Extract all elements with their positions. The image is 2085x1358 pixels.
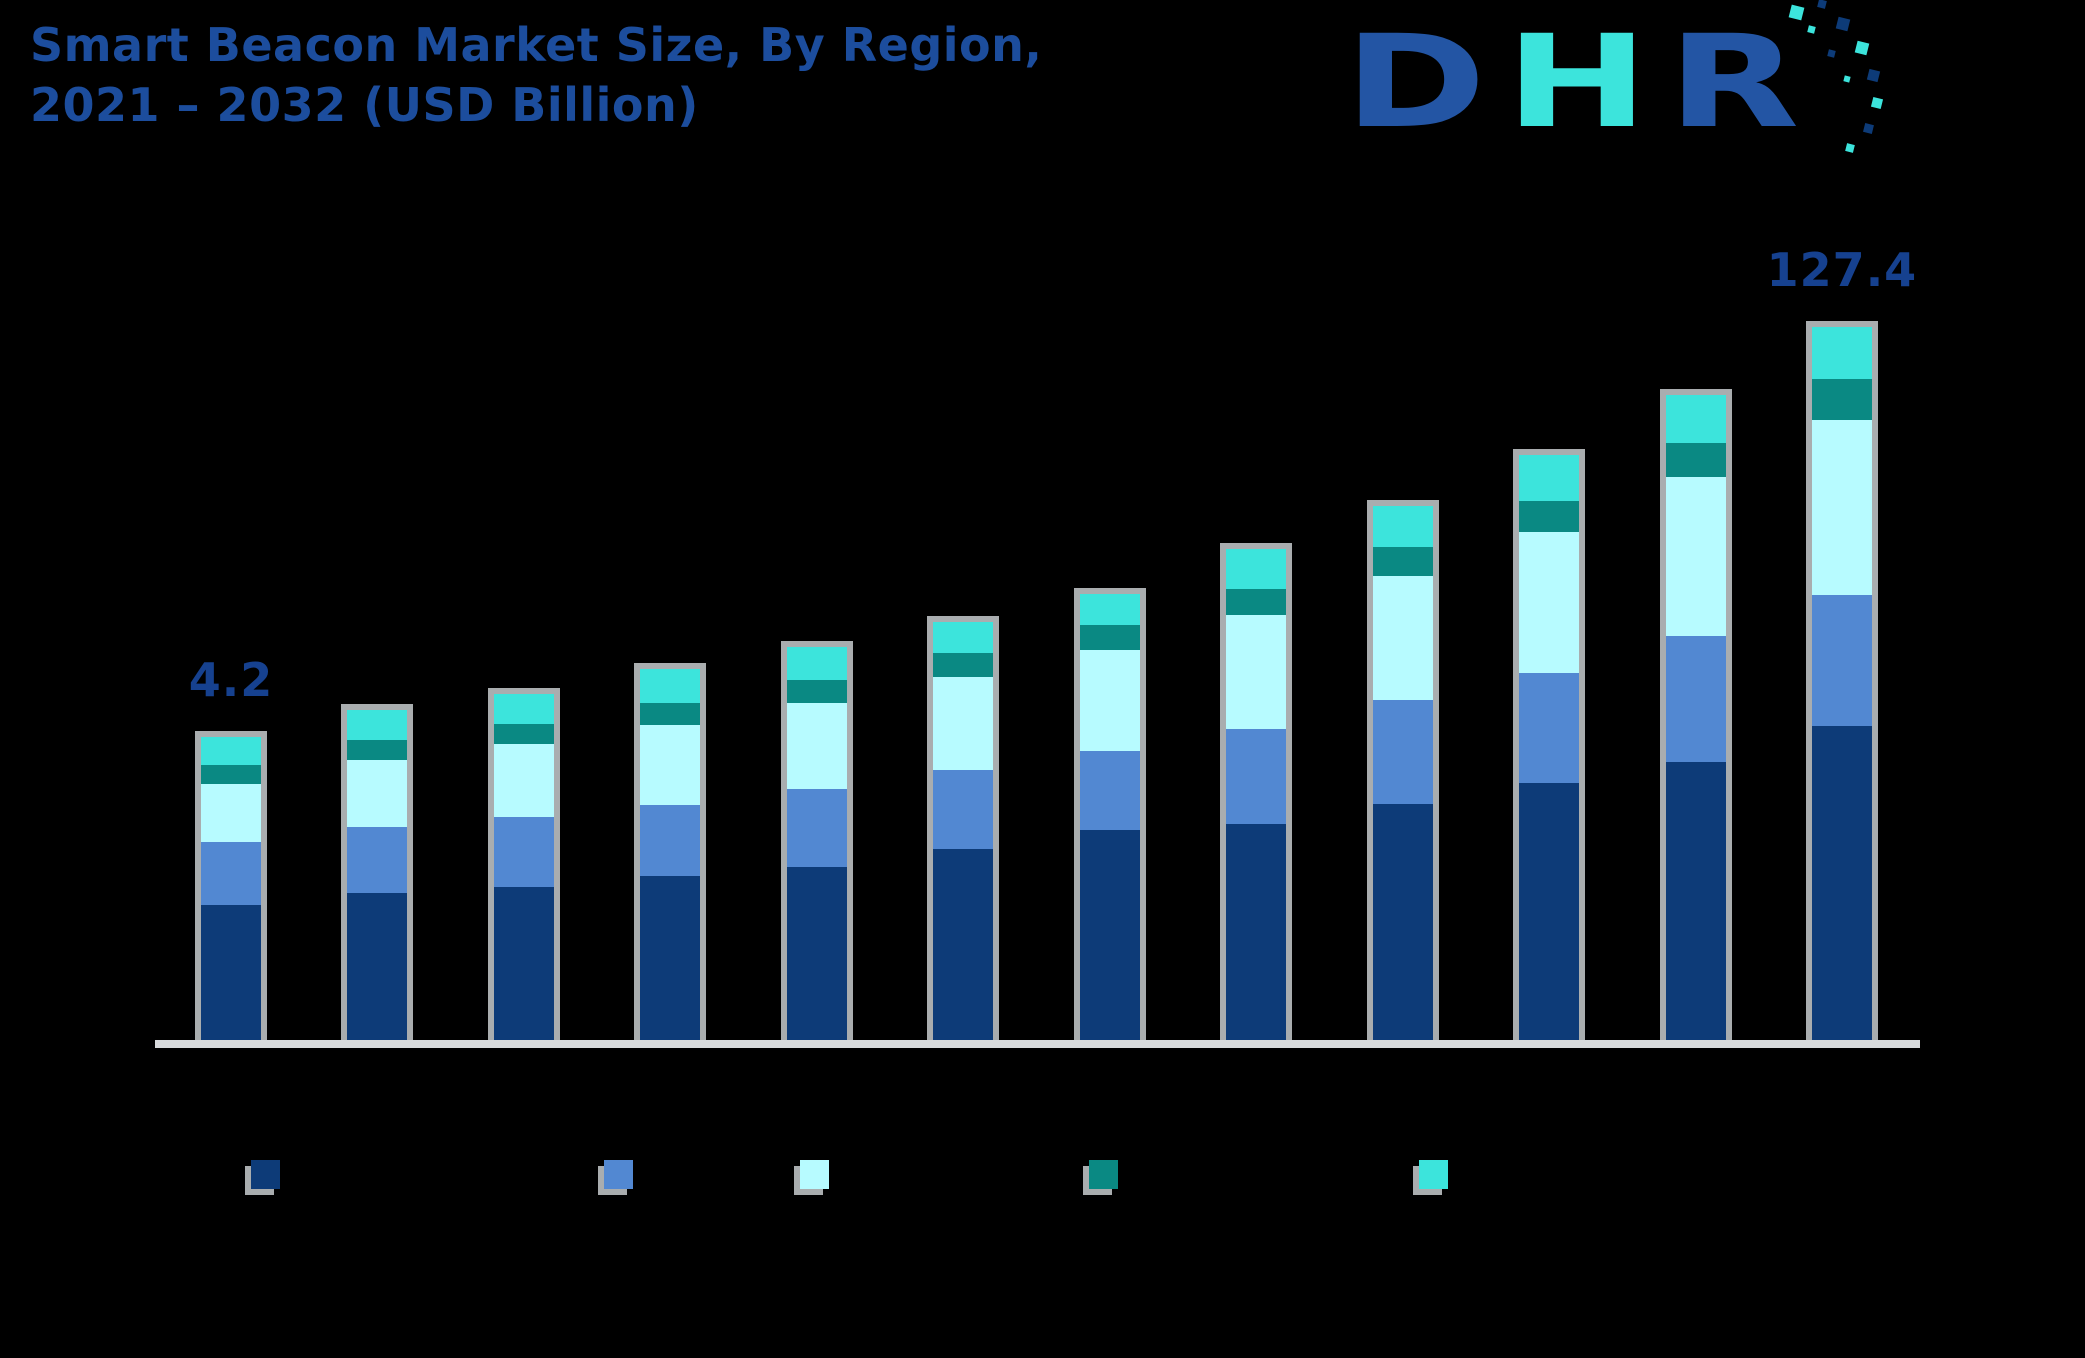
bar-2028 <box>1220 543 1293 1046</box>
bar-2022 <box>341 704 414 1046</box>
data-label-2021: 4.2 <box>188 653 274 707</box>
chart-title: Smart Beacon Market Size, By Region, 2021… <box>30 16 1042 136</box>
dhr-logo: DHR <box>1338 0 1898 170</box>
bar-2023-segment-blue <box>493 817 554 887</box>
bar-2030-segment-lightcyan <box>1519 532 1580 673</box>
bar-2028-segment-blue <box>1226 729 1287 824</box>
bar-2024-segment-turquoise <box>640 669 701 703</box>
bar-2027-segment-lightcyan <box>1079 650 1140 751</box>
bar-2025-segment-blue <box>786 789 847 867</box>
bar-2030-segment-navy <box>1519 783 1580 1040</box>
bar-2029-segment-lightcyan <box>1372 576 1433 700</box>
bar-2023-segment-teal <box>493 724 554 744</box>
bar-2032-segment-lightcyan <box>1811 420 1872 595</box>
bar-2021-segment-lightcyan <box>201 784 261 842</box>
bar-2030-segment-teal <box>1519 501 1580 532</box>
bar-2024-segment-navy <box>640 876 701 1040</box>
bar-2029-segment-blue <box>1372 700 1433 804</box>
bar-2032-segment-turquoise <box>1811 327 1872 379</box>
bar-2030-segment-turquoise <box>1519 455 1580 501</box>
bar-2023-segment-turquoise <box>493 694 554 724</box>
bar-2024-segment-blue <box>640 805 701 876</box>
bar-2022-segment-turquoise <box>347 710 408 740</box>
bar-2024-segment-teal <box>640 703 701 725</box>
logo-letter-r: R <box>1667 8 1819 157</box>
bar-2027-segment-teal <box>1079 625 1140 650</box>
bar-2021-segment-turquoise <box>201 737 261 765</box>
bar-2031-segment-teal <box>1665 443 1726 477</box>
legend-swatch-navy <box>251 1160 280 1189</box>
dhr-logo-text: DHR <box>1344 8 1818 158</box>
bar-2025-segment-teal <box>786 680 847 703</box>
bar-2022-segment-teal <box>347 740 408 760</box>
chart-title-line2: 2021 – 2032 (USD Billion) <box>30 77 699 132</box>
bar-2025-segment-turquoise <box>786 647 847 680</box>
legend-swatch-teal <box>1089 1160 1118 1189</box>
bar-2029-segment-turquoise <box>1372 506 1433 547</box>
bar-2026-segment-turquoise <box>933 622 994 653</box>
logo-letter-d: D <box>1344 8 1506 157</box>
bar-2028-segment-teal <box>1226 589 1287 615</box>
bar-2029-segment-teal <box>1372 547 1433 576</box>
bar-2022-segment-navy <box>347 893 408 1040</box>
bar-2027-segment-turquoise <box>1079 594 1140 625</box>
x-axis-line <box>155 1040 1920 1048</box>
bar-2021-segment-blue <box>201 842 261 905</box>
bar-2027-segment-blue <box>1079 751 1140 830</box>
bar-2029 <box>1366 500 1439 1046</box>
legend-swatch-turquoise <box>1419 1160 1448 1189</box>
logo-letter-h: H <box>1505 8 1668 157</box>
bar-2021 <box>195 731 267 1046</box>
bar-2026-segment-lightcyan <box>933 677 994 770</box>
bar-2032-segment-blue <box>1811 595 1872 726</box>
bar-2031-segment-turquoise <box>1665 395 1726 443</box>
bar-2031-segment-blue <box>1665 636 1726 762</box>
bar-2025-segment-navy <box>786 867 847 1040</box>
bar-2027-segment-navy <box>1079 830 1140 1040</box>
bar-2026-segment-blue <box>933 770 994 849</box>
bar-2022-segment-lightcyan <box>347 760 408 827</box>
bar-2025-segment-lightcyan <box>786 703 847 789</box>
bar-2030-segment-blue <box>1519 673 1580 783</box>
bar-2023-segment-navy <box>493 887 554 1040</box>
bar-2026-segment-navy <box>933 849 994 1040</box>
bar-2024-segment-lightcyan <box>640 725 701 805</box>
bar-2028-segment-navy <box>1226 824 1287 1040</box>
bar-2023 <box>487 688 560 1046</box>
bar-2027 <box>1073 588 1146 1046</box>
bar-2030 <box>1513 449 1586 1046</box>
bar-2025 <box>780 641 853 1046</box>
bar-2024 <box>634 663 707 1046</box>
bar-2032 <box>1805 321 1878 1046</box>
bar-2026-segment-teal <box>933 653 994 677</box>
bar-2022-segment-blue <box>347 827 408 893</box>
bar-2028-segment-lightcyan <box>1226 615 1287 729</box>
bar-2021-segment-navy <box>201 905 261 1040</box>
bar-2026 <box>927 616 1000 1046</box>
bar-2032-segment-navy <box>1811 726 1872 1040</box>
chart-title-line1: Smart Beacon Market Size, By Region, <box>30 18 1043 72</box>
bar-2031-segment-navy <box>1665 762 1726 1040</box>
bar-2029-segment-navy <box>1372 804 1433 1040</box>
bar-2023-segment-lightcyan <box>493 744 554 817</box>
legend-swatch-blue <box>604 1160 633 1189</box>
bar-2028-segment-turquoise <box>1226 549 1287 589</box>
bar-2031-segment-lightcyan <box>1665 477 1726 636</box>
bar-2031 <box>1659 389 1732 1046</box>
data-label-2032: 127.4 <box>1766 243 1918 297</box>
bar-2021-segment-teal <box>201 765 261 784</box>
bar-2032-segment-teal <box>1811 379 1872 420</box>
legend-swatch-lightcyan <box>800 1160 829 1189</box>
